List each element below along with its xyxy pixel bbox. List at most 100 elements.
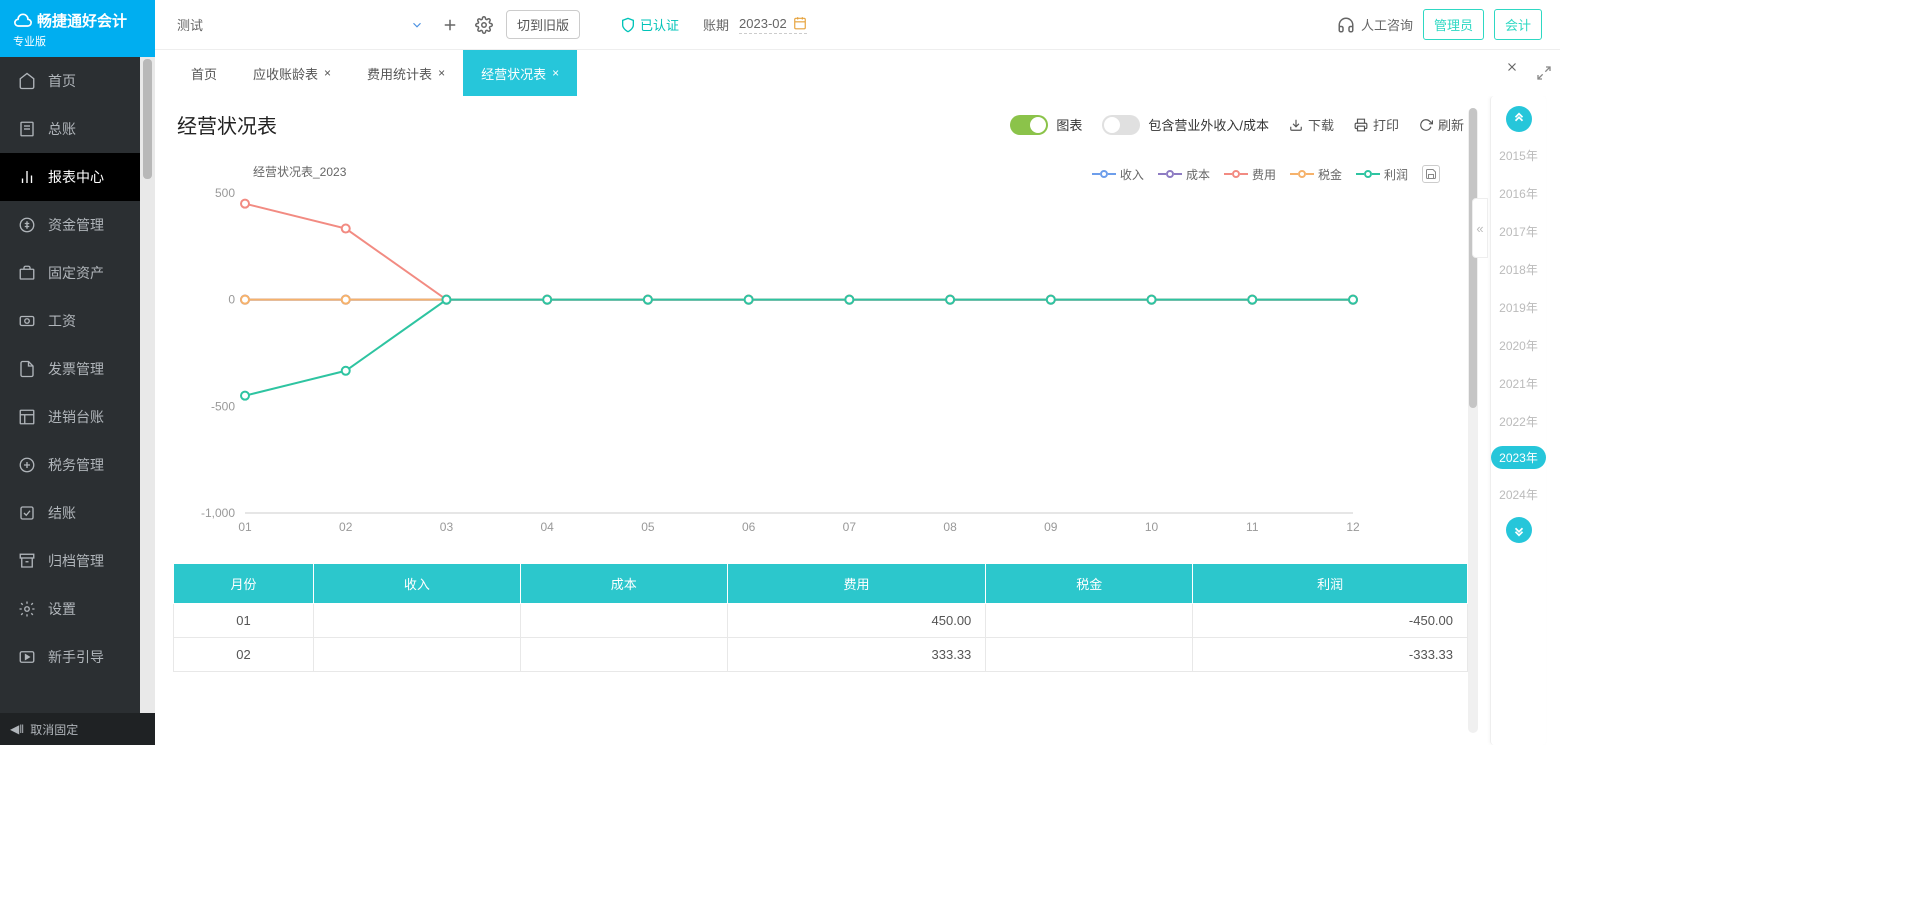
close-tab-button[interactable] (1498, 60, 1526, 74)
table-header: 税金 (986, 564, 1193, 604)
sidebar-item-chart[interactable]: 报表中心 (0, 153, 155, 201)
company-select[interactable]: 测试 (173, 9, 428, 40)
tab[interactable]: 费用统计表× (349, 50, 463, 96)
tab[interactable]: 应收账龄表 × (235, 50, 349, 96)
archive-icon (18, 552, 36, 570)
sidebar-item-inventory[interactable]: 进销台账 (0, 393, 155, 441)
add-button[interactable] (438, 13, 462, 37)
tab-close-icon[interactable]: × (324, 66, 331, 80)
chart: 经营状况表_2023 收入成本费用税金利润 5000-500-1,0000102… (173, 153, 1468, 563)
inventory-icon (18, 408, 36, 426)
company-name: 测试 (177, 15, 203, 34)
sidebar-item-tax[interactable]: 税务管理 (0, 441, 155, 489)
role-admin-button[interactable]: 管理员 (1423, 9, 1484, 40)
sidebar-scrollbar[interactable] (140, 57, 155, 745)
legend-item[interactable]: 利润 (1356, 166, 1408, 183)
year-item[interactable]: 2021年 (1499, 364, 1538, 402)
table-header: 收入 (314, 564, 521, 604)
brand-text: 畅捷通好会计 (37, 10, 127, 31)
svg-text:07: 07 (843, 520, 857, 534)
svg-text:-500: -500 (211, 399, 235, 413)
year-up-button[interactable] (1506, 106, 1532, 132)
download-button[interactable]: 下载 (1289, 115, 1334, 134)
sidebar-item-close[interactable]: 结账 (0, 489, 155, 537)
year-item[interactable]: 2018年 (1499, 250, 1538, 288)
year-item[interactable]: 2023年 (1491, 446, 1546, 469)
period-select[interactable]: 2023-02 (739, 16, 807, 34)
fullscreen-button[interactable] (1528, 50, 1560, 96)
year-item[interactable]: 2019年 (1499, 288, 1538, 326)
chart-save-button[interactable] (1422, 165, 1440, 183)
help-link[interactable]: 人工咨询 (1337, 15, 1413, 34)
svg-text:-1,000: -1,000 (201, 506, 235, 520)
tab[interactable]: 首页 (173, 50, 235, 96)
year-item[interactable]: 2020年 (1499, 326, 1538, 364)
sidebar-item-label: 进销台账 (48, 407, 104, 427)
sidebar-item-asset[interactable]: 固定资产 (0, 249, 155, 297)
table-row: 02333.33-333.33 (174, 638, 1468, 672)
table-header: 费用 (727, 564, 986, 604)
sidebar-item-label: 总账 (48, 119, 76, 139)
year-item[interactable]: 2022年 (1499, 402, 1538, 440)
year-panel: 2015年2016年2017年2018年2019年2020年2021年2022年… (1490, 96, 1546, 745)
year-item[interactable]: 2015年 (1499, 136, 1538, 174)
toggle-include[interactable] (1102, 115, 1140, 135)
asset-icon (18, 264, 36, 282)
print-button[interactable]: 打印 (1354, 115, 1399, 134)
verified-badge: 已认证 (620, 15, 679, 34)
legend-item[interactable]: 税金 (1290, 166, 1342, 183)
sidebar-item-fund[interactable]: 资金管理 (0, 201, 155, 249)
svg-text:09: 09 (1044, 520, 1058, 534)
toggle-chart[interactable] (1010, 115, 1048, 135)
year-panel-collapse[interactable]: « (1472, 198, 1488, 258)
table-cell (520, 604, 727, 638)
help-label: 人工咨询 (1361, 15, 1413, 34)
tab[interactable]: 经营状况表× (463, 50, 577, 96)
year-item[interactable]: 2024年 (1499, 475, 1538, 513)
fund-icon (18, 216, 36, 234)
logo: 畅捷通好会计 专业版 (0, 0, 155, 57)
toggle-chart-label: 图表 (1056, 115, 1082, 134)
logo-icon (13, 11, 33, 31)
legend-item[interactable]: 成本 (1158, 166, 1210, 183)
table-row: 01450.00-450.00 (174, 604, 1468, 638)
sidebar-pin-label: 取消固定 (30, 721, 78, 738)
settings-button[interactable] (472, 13, 496, 37)
legend-item[interactable]: 费用 (1224, 166, 1276, 183)
year-item[interactable]: 2017年 (1499, 212, 1538, 250)
brand-edition: 专业版 (13, 33, 142, 49)
sidebar-pin[interactable]: ◀‖ 取消固定 (0, 713, 155, 745)
pin-icon: ◀‖ (10, 722, 24, 736)
refresh-button[interactable]: 刷新 (1419, 115, 1464, 134)
invoice-icon (18, 360, 36, 378)
toggle-include-label: 包含营业外收入/成本 (1148, 115, 1269, 134)
tab-close-icon[interactable]: × (552, 66, 559, 80)
sidebar-item-label: 工资 (48, 311, 76, 331)
legend-label: 费用 (1252, 166, 1276, 183)
sidebar-item-ledger[interactable]: 总账 (0, 105, 155, 153)
svg-text:05: 05 (641, 520, 655, 534)
year-down-button[interactable] (1506, 517, 1532, 543)
table-cell: -450.00 (1193, 604, 1468, 638)
guide-icon (18, 648, 36, 666)
switch-old-button[interactable]: 切到旧版 (506, 10, 580, 39)
legend-item[interactable]: 收入 (1092, 166, 1144, 183)
tab-close-icon[interactable]: × (438, 66, 445, 80)
tab-label: 应收账龄表 (253, 64, 318, 83)
sidebar-item-invoice[interactable]: 发票管理 (0, 345, 155, 393)
sidebar-item-settings[interactable]: 设置 (0, 585, 155, 633)
year-item[interactable]: 2016年 (1499, 174, 1538, 212)
table-cell: 01 (174, 604, 314, 638)
sidebar-item-label: 发票管理 (48, 359, 104, 379)
sidebar-item-guide[interactable]: 新手引导 (0, 633, 155, 681)
sidebar-item-salary[interactable]: 工资 (0, 297, 155, 345)
period-label: 账期 (703, 15, 729, 34)
svg-text:11: 11 (1246, 520, 1259, 534)
sidebar-item-home[interactable]: 首页 (0, 57, 155, 105)
table-header: 月份 (174, 564, 314, 604)
table-cell: 02 (174, 638, 314, 672)
role-accountant-button[interactable]: 会计 (1494, 9, 1542, 40)
table-cell: -333.33 (1193, 638, 1468, 672)
svg-text:10: 10 (1145, 520, 1159, 534)
sidebar-item-archive[interactable]: 归档管理 (0, 537, 155, 585)
